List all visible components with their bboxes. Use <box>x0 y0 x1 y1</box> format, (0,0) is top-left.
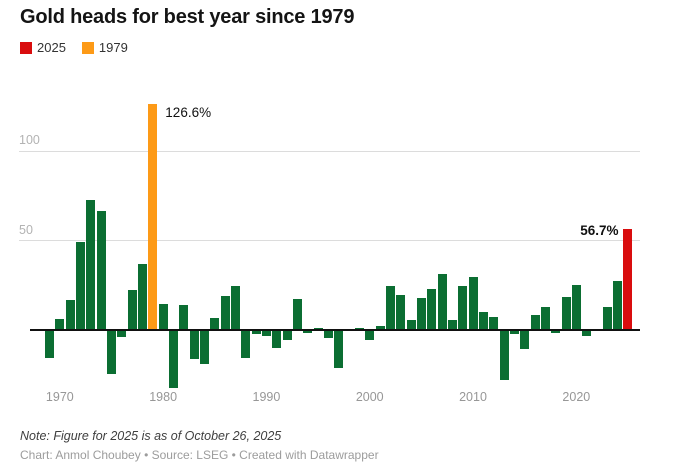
note-text: Note: Figure for 2025 is as of October 2… <box>20 429 282 443</box>
bar-2002[interactable] <box>385 285 395 330</box>
bar-2014[interactable] <box>509 330 519 334</box>
bar-1986[interactable] <box>220 296 230 330</box>
bar-1991[interactable] <box>272 330 282 349</box>
y-axis-label-50: 50 <box>19 222 33 237</box>
bar-1976[interactable] <box>117 330 127 338</box>
x-axis-label-1970: 1970 <box>45 390 74 404</box>
bar-2006[interactable] <box>427 288 437 330</box>
x-axis-baseline <box>30 329 640 331</box>
gridline-100 <box>19 150 640 152</box>
bar-1969[interactable] <box>45 330 54 359</box>
y-axis-label-100: 100 <box>19 133 40 148</box>
bar-1994[interactable] <box>303 330 313 334</box>
bar-2004[interactable] <box>406 320 416 330</box>
legend-label-2025: 2025 <box>37 40 66 55</box>
bar-2003[interactable] <box>396 294 406 330</box>
legend-swatch-1979 <box>81 41 94 54</box>
bar-1993[interactable] <box>292 299 302 330</box>
credit-text: Chart: Anmol Choubey • Source: LSEG • Cr… <box>20 448 379 462</box>
bar-2011[interactable] <box>478 311 488 330</box>
bar-2024[interactable] <box>613 281 623 330</box>
bar-2007[interactable] <box>437 273 447 330</box>
bar-1971[interactable] <box>65 299 75 330</box>
bar-2015[interactable] <box>520 330 530 349</box>
bar-2000[interactable] <box>365 330 375 340</box>
bar-1980[interactable] <box>158 303 168 330</box>
bar-1979[interactable] <box>148 103 158 330</box>
bar-1981[interactable] <box>168 330 178 388</box>
bar-2001[interactable] <box>375 325 385 330</box>
bar-2017[interactable] <box>540 306 550 330</box>
bar-2005[interactable] <box>416 298 426 330</box>
bar-2019[interactable] <box>561 297 571 330</box>
chart-title: Gold heads for best year since 1979 <box>20 6 355 28</box>
value-label-2025: 56.7% <box>580 222 619 238</box>
bar-1999[interactable] <box>354 328 364 330</box>
bar-1982[interactable] <box>179 305 189 330</box>
bar-2018[interactable] <box>551 330 561 333</box>
bar-2021[interactable] <box>582 330 592 337</box>
legend-item-1979: 1979 <box>81 40 128 55</box>
x-axis-label-2000: 2000 <box>355 390 384 404</box>
bar-2008[interactable] <box>447 319 457 330</box>
bar-2020[interactable] <box>571 285 581 330</box>
bar-2009[interactable] <box>458 286 468 330</box>
bar-1983[interactable] <box>189 330 199 360</box>
bar-1988[interactable] <box>241 330 251 359</box>
bar-1972[interactable] <box>75 242 85 330</box>
bar-1992[interactable] <box>282 330 292 341</box>
gridline-50 <box>19 240 640 242</box>
bar-2013[interactable] <box>499 330 509 380</box>
bar-1995[interactable] <box>313 328 323 330</box>
legend-label-1979: 1979 <box>98 40 128 55</box>
bar-1997[interactable] <box>334 330 344 369</box>
bar-1990[interactable] <box>261 330 271 336</box>
bar-2012[interactable] <box>489 317 499 330</box>
chart-legend: 2025 1979 <box>20 40 128 55</box>
x-axis-label-2010: 2010 <box>459 390 487 404</box>
bar-1978[interactable] <box>137 263 147 330</box>
bar-1974[interactable] <box>96 210 106 330</box>
bar-1977[interactable] <box>127 289 137 330</box>
bar-2010[interactable] <box>468 277 478 330</box>
x-axis-label-1980: 1980 <box>149 390 178 404</box>
bar-1984[interactable] <box>199 330 209 365</box>
bar-2023[interactable] <box>602 306 612 330</box>
bar-1970[interactable] <box>55 318 65 330</box>
bar-1985[interactable] <box>210 317 220 330</box>
value-label-1979: 126.6% <box>165 104 212 120</box>
bar-1975[interactable] <box>106 330 116 375</box>
bar-2016[interactable] <box>530 314 540 330</box>
bar-2025[interactable] <box>623 228 633 330</box>
bar-1973[interactable] <box>86 199 96 330</box>
legend-item-2025: 2025 <box>20 40 66 55</box>
bar-1996[interactable] <box>323 330 333 339</box>
bar-1987[interactable] <box>230 286 240 330</box>
x-axis-label-2020: 2020 <box>562 390 591 404</box>
x-axis-label-1990: 1990 <box>252 390 281 404</box>
bar-1989[interactable] <box>251 330 261 334</box>
legend-swatch-2025 <box>20 41 32 54</box>
